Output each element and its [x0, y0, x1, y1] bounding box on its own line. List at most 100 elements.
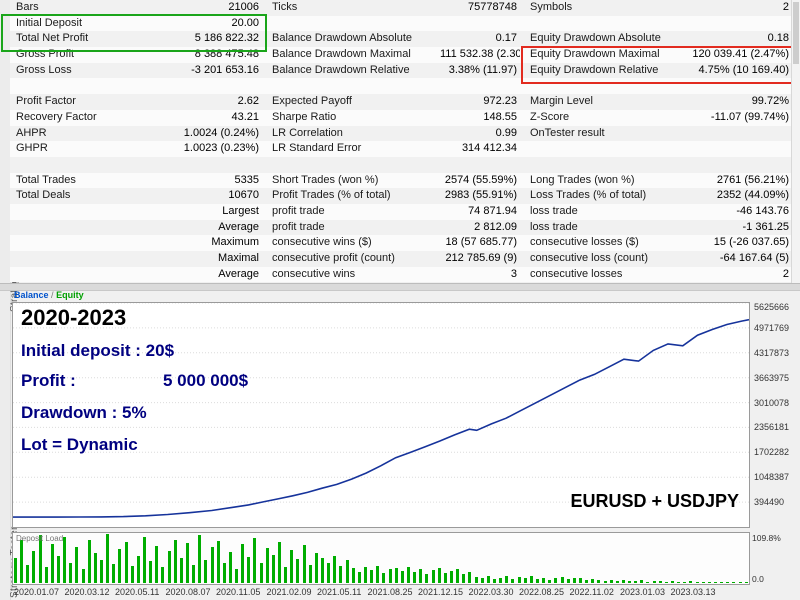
deposit-load-bar	[155, 545, 159, 583]
x-axis-date: 2023.01.03	[620, 587, 666, 597]
stat-label	[10, 204, 140, 220]
stat-value: 75778748	[468, 1, 517, 13]
stats-row: Bars 21006 Ticks 75778748 Symbols 2	[10, 0, 792, 16]
deposit-load-bar	[671, 581, 675, 583]
deposit-load-bar	[271, 554, 275, 583]
deposit-load-bar	[523, 578, 527, 583]
deposit-load-bar	[136, 555, 140, 583]
stat-value	[692, 16, 792, 32]
deposit-load-bar	[216, 541, 220, 583]
stat-value: 2	[782, 267, 789, 280]
y-axis-label: 3663975	[754, 372, 790, 383]
stat-value: 1.0024 (0.24%)	[183, 126, 259, 139]
deposit-load-bar	[179, 557, 183, 583]
panel-separator	[0, 283, 800, 291]
deposit-load-bar	[173, 539, 177, 583]
stat-label: consecutive wins ($)	[272, 236, 372, 249]
deposit-load-bar	[112, 563, 116, 583]
deposit-load-bar	[517, 577, 521, 583]
y-axis-label: 1702282	[754, 447, 790, 458]
deposit-load-bar	[370, 570, 374, 583]
deposit-load-bar	[210, 547, 214, 583]
deposit-load-bar	[69, 562, 73, 583]
stat-label	[520, 157, 692, 173]
deposit-load-bar	[32, 551, 36, 583]
stat-value: 2	[782, 1, 789, 13]
stat-value	[140, 78, 262, 94]
x-axis-date: 2021.12.15	[418, 587, 464, 597]
stat-label: consecutive loss (count)	[530, 252, 648, 264]
stats-row: Total Deals 10670 Profit Trades (% of tota…	[10, 188, 792, 204]
stat-label: LR Standard Error	[272, 142, 362, 155]
stat-label: Profit Trades (% of total)	[272, 189, 391, 202]
deposit-load-bar	[302, 544, 306, 583]
deposit-load-bar	[720, 582, 724, 583]
stat-value: 2.62	[237, 95, 259, 108]
annotation-profit-label: Profit :	[21, 371, 76, 390]
deposit-load-bar	[437, 567, 441, 583]
deposit-load-bar	[81, 569, 85, 583]
stat-value: -1 361.25	[742, 220, 789, 233]
deposit-load-bar	[431, 570, 435, 583]
stats-row: Gross Profit 8 388 475.48 Balance Drawdown…	[10, 47, 792, 63]
deposit-load-bar	[382, 572, 386, 583]
stats-row	[10, 156, 792, 173]
stat-value: 1.0023 (0.23%)	[183, 142, 259, 155]
stat-label: OnTester result	[530, 126, 605, 139]
stat-value: -46 143.76	[736, 204, 789, 217]
deposit-load-bar	[26, 564, 30, 583]
deposit-load-bar	[357, 571, 361, 583]
stat-value: 21006	[228, 1, 259, 13]
stat-value: Maximum	[211, 236, 259, 249]
deposit-load-bar	[278, 542, 282, 583]
deposit-load-bar	[609, 579, 613, 583]
stat-value: 314 412.34	[461, 142, 517, 155]
deposit-load-bar	[241, 544, 245, 583]
deposit-load-bar	[529, 576, 533, 583]
deposit-load-bar	[492, 578, 496, 583]
stat-label: consecutive losses	[530, 267, 623, 280]
stats-row: Maximal consecutive profit (count) 212 785…	[10, 251, 792, 267]
stats-scrollbar-thumb[interactable]	[793, 2, 799, 64]
deposit-load-bar	[646, 581, 650, 583]
legend-balance: Balance	[14, 290, 49, 300]
panel-caption-strip: Strategy Tester Strategy Tester	[0, 0, 20, 600]
deposit-load-bar	[744, 582, 748, 583]
stat-label	[262, 157, 440, 173]
deposit-load-bar	[388, 569, 392, 583]
deposit-load-bar	[321, 557, 325, 583]
deposit-load-bar	[314, 552, 318, 583]
deposit-load-bar	[192, 564, 196, 583]
stats-row: Recovery Factor 43.21 Sharpe Ratio 148.55 Z-…	[10, 109, 792, 126]
deposit-load-bar	[14, 557, 17, 583]
deposit-load-title: Deposit Load	[16, 534, 64, 543]
deposit-load-max-label: 109.8%	[752, 533, 781, 543]
y-axis-label: 4971769	[754, 322, 790, 333]
stat-value: 3	[510, 267, 517, 280]
x-axis-date: 2022.11.02	[569, 587, 614, 597]
deposit-load-bar	[265, 548, 269, 583]
stats-scrollbar[interactable]	[791, 0, 800, 283]
deposit-load-bar	[462, 574, 466, 583]
stat-label: AHPR	[16, 126, 47, 139]
deposit-load-bar	[738, 582, 742, 583]
x-axis-date: 2021.05.11	[317, 587, 362, 597]
deposit-load-bar	[394, 567, 398, 583]
deposit-load-bar	[640, 580, 644, 583]
stat-value	[440, 16, 520, 32]
stat-value: 2761 (56.21%)	[716, 173, 789, 186]
stats-row: Initial Deposit 20.00	[10, 15, 792, 32]
stat-value: 74 871.94	[468, 204, 517, 217]
deposit-load-bar	[474, 576, 478, 583]
stat-value: 20.00	[231, 16, 259, 29]
stat-label: Gross Profit	[16, 48, 75, 61]
deposit-load-bar	[99, 560, 103, 583]
stat-value: 10670	[228, 189, 259, 202]
stat-label: Sharpe Ratio	[272, 110, 337, 123]
annotation-drawdown: Drawdown : 5%	[21, 403, 147, 422]
stat-label: Ticks	[272, 1, 298, 13]
x-axis-date: 2022.08.25	[519, 587, 565, 597]
stat-label: Balance Drawdown Relative	[272, 63, 410, 76]
stat-label: Profit Factor	[16, 95, 76, 108]
stat-label	[520, 78, 692, 94]
